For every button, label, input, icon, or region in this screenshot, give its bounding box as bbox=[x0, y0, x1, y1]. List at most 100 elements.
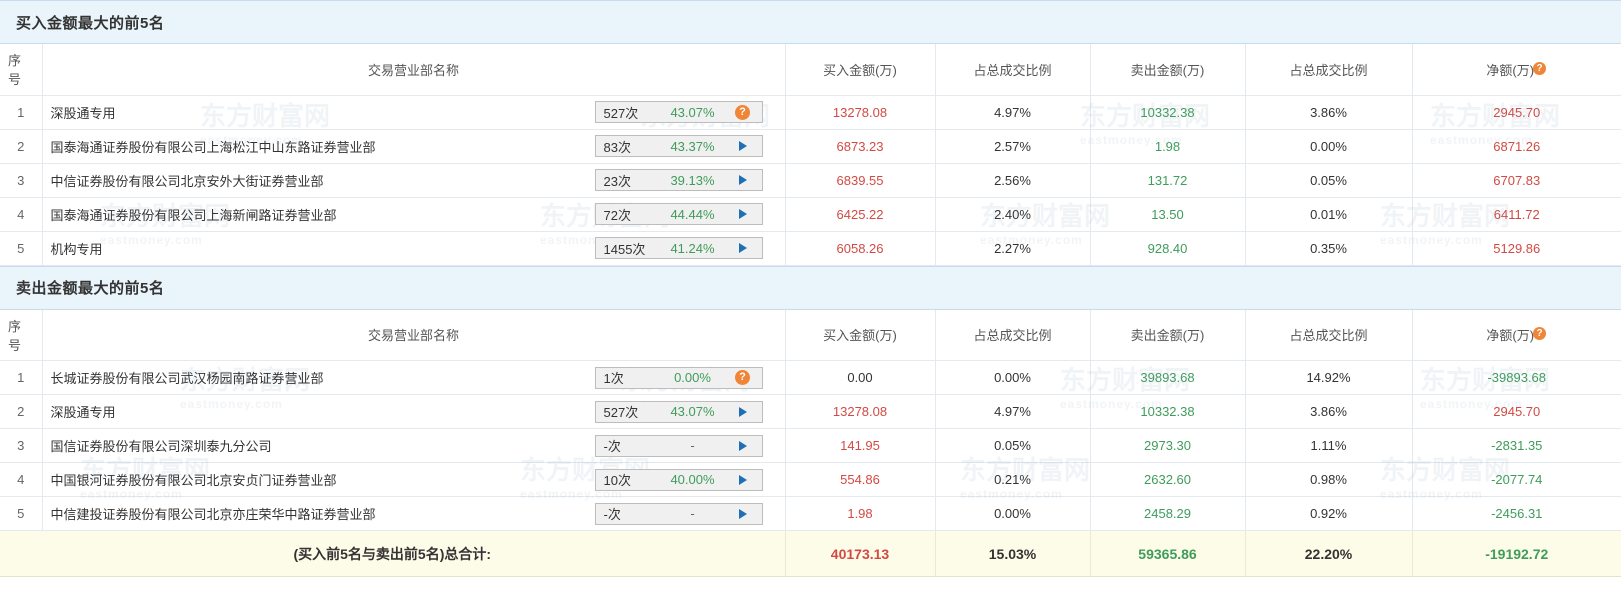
table-row: 4 中国银河证券股份有限公司北京安贞门证券营业部 10次 40.00% 554.86 0.… bbox=[0, 462, 1621, 497]
branch-name: 中信证券股份有限公司北京安外大街证券营业部 bbox=[50, 173, 324, 189]
table-row: 4 国泰海通证券股份有限公司上海新闸路证券营业部 72次 44.44% 6425.22 2… bbox=[0, 197, 1621, 232]
trade-count-pill[interactable]: 83次 43.37% bbox=[594, 135, 763, 157]
trade-count-pill[interactable]: 527次 43.07%? bbox=[594, 101, 763, 123]
row-net-amount: 6871.26 bbox=[1412, 129, 1621, 164]
pill-tail bbox=[730, 209, 756, 219]
row-index: 4 bbox=[0, 197, 43, 232]
row-buy-amount: 6873.23 bbox=[785, 129, 936, 164]
trade-count-rate: 44.44% bbox=[670, 206, 715, 222]
row-branch-name-cell: 国信证券股份有限公司深圳泰九分公司 -次 - bbox=[42, 428, 786, 463]
branch-name: 国泰海通证券股份有限公司上海松江中山东路证券营业部 bbox=[50, 139, 376, 155]
trade-count-times: 23次 bbox=[603, 173, 631, 189]
col-header-buy-pct-label: 占总成交比例 bbox=[973, 328, 1052, 344]
triangle-right-icon[interactable] bbox=[738, 508, 747, 519]
question-icon[interactable]: ? bbox=[735, 370, 750, 385]
row-buy-amount: 6058.26 bbox=[785, 231, 936, 266]
row-sell-amount: 39893.68 bbox=[1090, 360, 1246, 395]
trade-count-times: 1次 bbox=[603, 371, 624, 386]
trade-count-pill[interactable]: 72次 44.44% bbox=[594, 203, 763, 225]
row-sell-amount: 928.40 bbox=[1090, 231, 1246, 266]
row-index: 5 bbox=[0, 231, 43, 266]
trade-count-rate: 43.07% bbox=[670, 404, 715, 419]
row-sell-amount: 2632.60 bbox=[1090, 462, 1246, 497]
trade-count-pill[interactable]: 527次 43.07% bbox=[594, 400, 763, 423]
row-sell-pct: 14.92% bbox=[1245, 360, 1413, 395]
trade-count-pill[interactable]: 1455次 41.24% bbox=[594, 237, 763, 259]
table-row: 2 国泰海通证券股份有限公司上海松江中山东路证券营业部 83次 43.37% 6873.… bbox=[0, 129, 1621, 164]
section-caption-label: 卖出金额最大的前5名 bbox=[16, 280, 165, 297]
row-buy-amount: 13278.08 bbox=[785, 95, 936, 130]
col-header-net-amount-label: 净额(万) bbox=[1486, 62, 1535, 78]
net-amount-help-icon[interactable]: ? bbox=[1533, 327, 1547, 341]
col-header-buy-pct: 占总成交比例 bbox=[935, 44, 1091, 96]
branch-name-wrap: 深股通专用 527次 43.07%? bbox=[51, 101, 777, 123]
col-header-buy-pct-label: 占总成交比例 bbox=[973, 62, 1052, 78]
trade-count-rate: 39.13% bbox=[670, 172, 715, 188]
branch-name-wrap: 深股通专用 527次 43.07% bbox=[51, 400, 777, 423]
triangle-right-icon[interactable] bbox=[738, 406, 747, 417]
branch-name-wrap: 中国银河证券股份有限公司北京安贞门证券营业部 10次 40.00% bbox=[51, 468, 777, 491]
lhb-table-2: 序号 交易营业部名称 买入金额(万) 占总成交比例 卖出金额(万) 占总成交比例 净额(万)… bbox=[0, 309, 1621, 577]
total-label: (买入前5名与卖出前5名)总合计: bbox=[0, 530, 786, 577]
triangle-right-icon[interactable] bbox=[738, 474, 747, 485]
triangle-right-icon[interactable] bbox=[738, 175, 747, 185]
pill-tail bbox=[730, 175, 756, 185]
trade-count-rate: 43.07% bbox=[670, 104, 715, 120]
col-header-sell-pct: 占总成交比例 bbox=[1245, 309, 1413, 361]
branch-name: 深股通专用 bbox=[50, 105, 116, 121]
lhb-page: 东方财富网 eastmoney.com 东方财富网 eastmoney.com 东方… bbox=[0, 0, 1621, 577]
triangle-right-icon[interactable] bbox=[738, 243, 747, 253]
pill-tail: ? bbox=[730, 370, 756, 385]
row-branch-name-cell: 国泰海通证券股份有限公司上海新闸路证券营业部 72次 44.44% bbox=[42, 197, 786, 232]
trade-count-pill[interactable]: 23次 39.13% bbox=[594, 169, 763, 191]
col-header-index: 序号 bbox=[0, 44, 43, 96]
triangle-right-icon[interactable] bbox=[738, 209, 747, 219]
row-buy-pct: 0.21% bbox=[935, 462, 1091, 497]
table-row: 1 深股通专用 527次 43.07%? 13278.08 4.97% 10332.38 3.… bbox=[0, 95, 1621, 130]
trade-count-times: -次 bbox=[603, 507, 621, 522]
row-index: 4 bbox=[0, 462, 43, 497]
table-row: 3 中信证券股份有限公司北京安外大街证券营业部 23次 39.13% 6839.55 2.… bbox=[0, 163, 1621, 198]
table-row: 5 机构专用 1455次 41.24% 6058.26 2.27% 928.40 0.35% 5… bbox=[0, 231, 1621, 266]
row-sell-amount: 2973.30 bbox=[1090, 428, 1246, 463]
triangle-right-icon[interactable] bbox=[738, 440, 747, 451]
row-net-amount: 2945.70 bbox=[1412, 394, 1621, 429]
row-buy-pct: 2.57% bbox=[935, 129, 1091, 164]
col-header-buy-amount: 买入金额(万) bbox=[785, 44, 936, 96]
row-sell-pct: 0.01% bbox=[1245, 197, 1413, 232]
row-net-amount: -2831.35 bbox=[1412, 428, 1621, 463]
trade-count-pill[interactable]: 1次 0.00%? bbox=[594, 366, 763, 389]
row-index: 2 bbox=[0, 129, 43, 164]
col-header-sell-pct: 占总成交比例 bbox=[1245, 44, 1413, 96]
row-branch-name-cell: 机构专用 1455次 41.24% bbox=[42, 231, 786, 266]
question-icon[interactable]: ? bbox=[735, 104, 750, 120]
row-sell-pct: 0.35% bbox=[1245, 231, 1413, 266]
trade-count-pill[interactable]: 10次 40.00% bbox=[594, 468, 763, 491]
branch-name-wrap: 长城证券股份有限公司武汉杨园南路证券营业部 1次 0.00%? bbox=[51, 366, 777, 389]
branch-name-wrap: 中信建投证券股份有限公司北京亦庄荣华中路证券营业部 -次 - bbox=[51, 502, 777, 525]
trade-count-pill[interactable]: -次 - bbox=[594, 502, 763, 525]
row-buy-amount: 1.98 bbox=[785, 496, 936, 531]
total-buy-pct: 15.03% bbox=[935, 530, 1091, 577]
pill-tail bbox=[730, 440, 756, 451]
row-buy-pct: 4.97% bbox=[935, 95, 1091, 130]
col-header-net-amount: 净额(万)? bbox=[1412, 44, 1621, 96]
row-index: 3 bbox=[0, 428, 43, 463]
row-buy-pct: 0.05% bbox=[935, 428, 1091, 463]
row-index: 2 bbox=[0, 394, 43, 429]
branch-name-wrap: 国信证券股份有限公司深圳泰九分公司 -次 - bbox=[51, 434, 777, 457]
table-body: 1 长城证券股份有限公司武汉杨园南路证券营业部 1次 0.00%? 0.00 0.00% 3… bbox=[0, 360, 1621, 577]
branch-name-wrap: 中信证券股份有限公司北京安外大街证券营业部 23次 39.13% bbox=[51, 169, 777, 191]
col-header-net-amount: 净额(万)? bbox=[1412, 309, 1621, 361]
col-header-sell-pct-label: 占总成交比例 bbox=[1289, 328, 1368, 344]
row-buy-pct: 0.00% bbox=[935, 360, 1091, 395]
total-buy-amount: 40173.13 bbox=[785, 530, 936, 577]
col-header-sell-amount-label: 卖出金额(万) bbox=[1130, 328, 1205, 344]
triangle-right-icon[interactable] bbox=[738, 141, 747, 151]
col-header-sell-pct-label: 占总成交比例 bbox=[1289, 62, 1368, 78]
row-net-amount: -2456.31 bbox=[1412, 496, 1621, 531]
net-amount-help-icon[interactable]: ? bbox=[1533, 61, 1547, 75]
table-header-row: 序号 交易营业部名称 买入金额(万) 占总成交比例 卖出金额(万) 占总成交比例 净额(万)… bbox=[0, 309, 1621, 361]
col-header-name: 交易营业部名称 bbox=[42, 309, 786, 361]
trade-count-pill[interactable]: -次 - bbox=[594, 434, 763, 457]
